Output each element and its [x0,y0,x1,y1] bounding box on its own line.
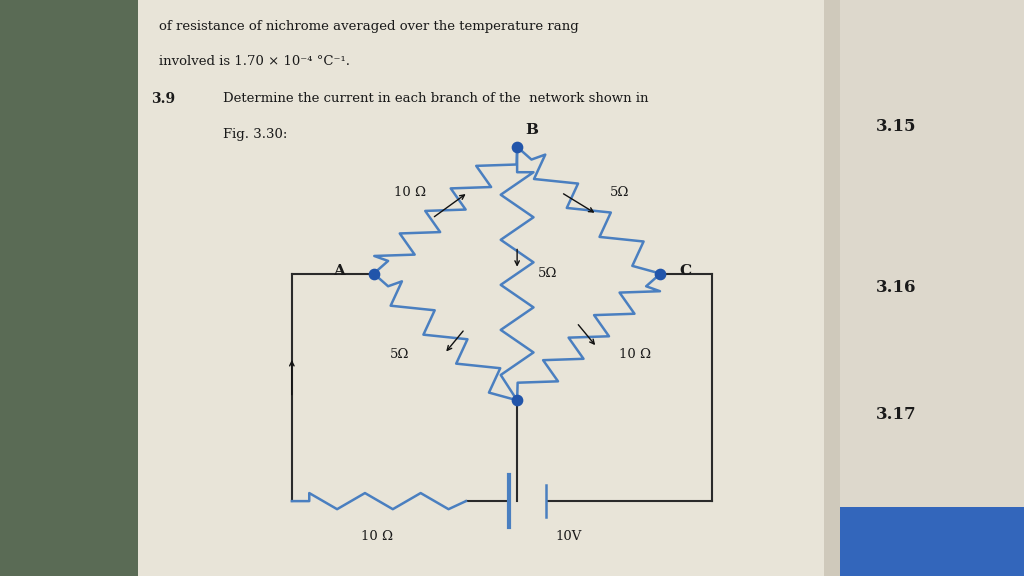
FancyBboxPatch shape [824,0,840,576]
Text: 3.15: 3.15 [876,118,916,135]
FancyBboxPatch shape [138,0,840,576]
Text: B: B [525,123,539,137]
Text: 10 Ω: 10 Ω [618,348,651,361]
Text: 10V: 10V [555,530,582,543]
Point [509,396,525,405]
FancyBboxPatch shape [840,507,1024,576]
Text: involved is 1.70 × 10⁻⁴ °C⁻¹.: involved is 1.70 × 10⁻⁴ °C⁻¹. [159,55,350,68]
Text: Determine the current in each branch of the  network shown in: Determine the current in each branch of … [223,92,649,105]
Text: 10 Ω: 10 Ω [360,530,393,543]
Text: 3.17: 3.17 [876,406,916,423]
Text: 3.9: 3.9 [152,92,176,106]
FancyBboxPatch shape [840,0,1024,576]
Text: 3.16: 3.16 [876,279,916,297]
Text: A: A [333,264,345,278]
Text: 5Ω: 5Ω [539,267,557,280]
Text: 10 Ω: 10 Ω [393,187,426,199]
Text: 5Ω: 5Ω [610,187,629,199]
Point [652,269,669,278]
Point [509,142,525,151]
Text: of resistance of nichrome averaged over the temperature rang: of resistance of nichrome averaged over … [159,20,579,33]
Text: C: C [679,264,691,278]
Text: Fig. 3.30:: Fig. 3.30: [223,128,288,141]
Text: 5Ω: 5Ω [390,348,409,361]
Point [366,269,382,278]
